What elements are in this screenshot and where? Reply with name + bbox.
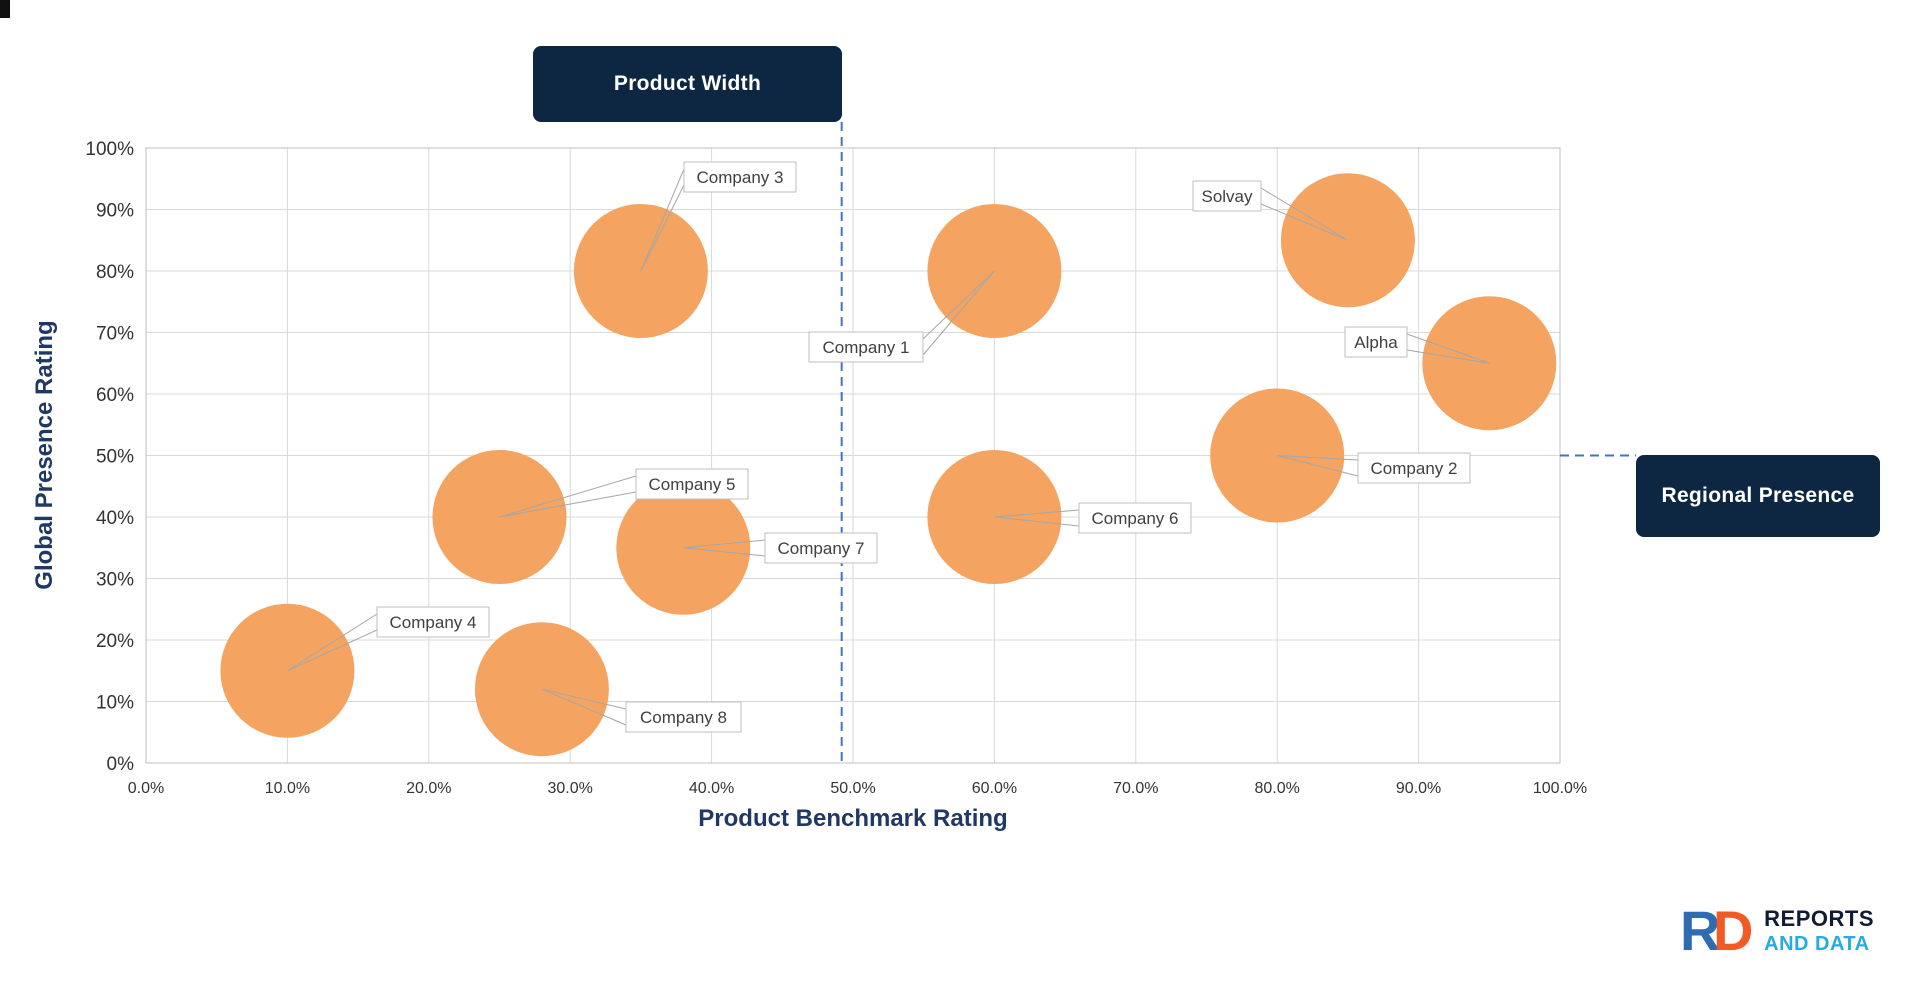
x-tick-label: 30.0% <box>548 780 593 797</box>
y-tick-label: 10% <box>96 693 134 714</box>
x-tick-label: 70.0% <box>1113 780 1158 797</box>
y-tick-label: 90% <box>96 201 134 222</box>
y-tick-label: 50% <box>96 447 134 468</box>
x-tick-label: 20.0% <box>406 780 451 797</box>
callout-label-alpha: Alpha <box>1354 333 1398 352</box>
product-width-quadrant-box: Product Width <box>533 46 842 122</box>
callout-label-company-3: Company 3 <box>697 168 784 187</box>
callout-label-company-7: Company 7 <box>778 539 865 558</box>
callout-leader-solvay <box>1260 187 1349 241</box>
callout-box-solvay <box>1192 180 1262 212</box>
y-tick-label: 60% <box>96 385 134 406</box>
x-tick-label: 90.0% <box>1396 780 1441 797</box>
y-tick-label: 40% <box>96 508 134 529</box>
callout-leader-company-7 <box>683 539 766 557</box>
callout-leader-company-4 <box>287 613 378 672</box>
x-tick-label: 80.0% <box>1255 780 1300 797</box>
logo-text-and-data: AND DATA <box>1764 933 1870 956</box>
x-tick-label: 0.0% <box>128 780 164 797</box>
product-width-label: Product Width <box>613 72 762 95</box>
callout-label-company-5: Company 5 <box>649 475 736 494</box>
callout-leader-company-5 <box>499 475 637 518</box>
x-tick-label: 10.0% <box>265 780 310 797</box>
callout-box-company-2 <box>1357 452 1471 484</box>
logo-text: REPORTS AND DATA <box>1764 906 1874 956</box>
y-tick-label: 20% <box>96 631 134 652</box>
logo-letter-r: R <box>1682 902 1720 960</box>
callout-label-solvay: Solvay <box>1201 187 1253 206</box>
x-tick-label: 100.0% <box>1533 780 1587 797</box>
callout-leader-company-2 <box>1277 455 1359 477</box>
callout-label-company-2: Company 2 <box>1371 459 1458 478</box>
callout-label-company-4: Company 4 <box>390 613 477 632</box>
callout-label-company-6: Company 6 <box>1092 509 1179 528</box>
callout-box-company-8 <box>625 701 742 733</box>
callout-box-company-7 <box>764 532 878 564</box>
callout-box-alpha <box>1344 326 1408 358</box>
callout-leader-company-1 <box>922 270 995 356</box>
x-tick-label: 50.0% <box>830 780 875 797</box>
callout-box-company-4 <box>376 606 490 638</box>
regional-presence-quadrant-box: Regional Presence <box>1636 455 1880 537</box>
logo-letter-d: D <box>1713 902 1753 960</box>
callout-box-company-6 <box>1078 502 1192 534</box>
callout-leader-company-3 <box>640 168 685 272</box>
callout-leader-alpha <box>1406 333 1490 364</box>
y-tick-label: 80% <box>96 262 134 283</box>
callout-leader-company-6 <box>994 509 1080 527</box>
y-tick-label: 30% <box>96 570 134 591</box>
callout-label-company-1: Company 1 <box>823 338 910 357</box>
reports-and-data-logo-mark-icon: R D <box>1682 902 1753 960</box>
corner-artifact <box>0 0 10 18</box>
logo-text-reports: REPORTS <box>1764 905 1874 931</box>
callout-box-company-1 <box>808 331 924 363</box>
y-tick-label: 70% <box>96 324 134 345</box>
y-tick-label: 100% <box>85 139 134 160</box>
x-tick-label: 40.0% <box>689 780 734 797</box>
callout-box-company-3 <box>683 161 797 193</box>
callout-leader-company-8 <box>541 688 627 726</box>
regional-presence-label: Regional Presence <box>1661 484 1855 507</box>
callout-box-company-5 <box>635 468 749 500</box>
x-axis-title: Product Benchmark Rating <box>698 805 1008 832</box>
y-tick-label: 0% <box>107 754 135 775</box>
callout-label-company-8: Company 8 <box>640 708 727 727</box>
y-axis-title: Global Presence Rating <box>31 320 58 590</box>
x-tick-label: 60.0% <box>972 780 1017 797</box>
reports-and-data-logo: R D REPORTS AND DATA <box>1682 902 1874 960</box>
